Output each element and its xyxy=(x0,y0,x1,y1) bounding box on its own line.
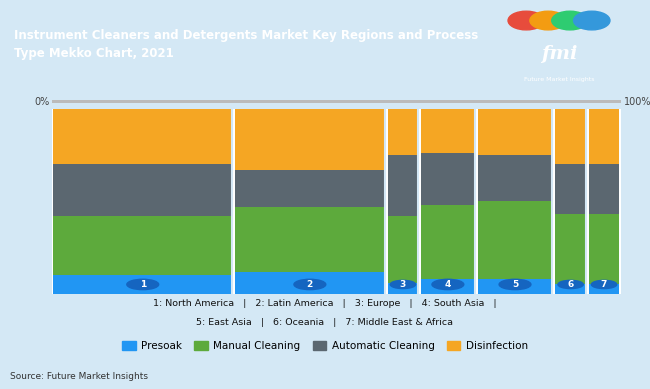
Bar xyxy=(235,207,385,272)
Bar xyxy=(235,170,385,207)
Bar xyxy=(589,165,619,214)
Bar xyxy=(387,109,418,155)
Bar xyxy=(53,216,232,275)
Circle shape xyxy=(432,279,464,290)
Bar xyxy=(555,284,586,294)
Bar xyxy=(421,109,474,153)
Text: 7: 7 xyxy=(601,280,607,289)
Circle shape xyxy=(573,11,610,30)
Circle shape xyxy=(127,279,159,290)
Bar xyxy=(53,275,232,294)
Text: 3: 3 xyxy=(400,280,406,289)
Bar xyxy=(52,100,621,103)
Legend: Presoak, Manual Cleaning, Automatic Cleaning, Disinfection: Presoak, Manual Cleaning, Automatic Clea… xyxy=(118,337,532,356)
Bar xyxy=(53,109,232,165)
Circle shape xyxy=(530,11,566,30)
Bar xyxy=(387,282,418,294)
Bar xyxy=(421,205,474,279)
Circle shape xyxy=(499,279,531,290)
Circle shape xyxy=(294,279,326,290)
Bar xyxy=(478,279,552,294)
Bar xyxy=(421,279,474,294)
Bar xyxy=(478,109,552,155)
Bar xyxy=(478,155,552,202)
Circle shape xyxy=(558,280,583,289)
Bar xyxy=(589,214,619,284)
Text: 1: 1 xyxy=(140,280,146,289)
Text: 4: 4 xyxy=(445,280,451,289)
Text: 100%: 100% xyxy=(623,96,650,107)
Text: 1: North America   |   2: Latin America   |   3: Europe   |   4: South Asia   |: 1: North America | 2: Latin America | 3:… xyxy=(153,300,497,308)
Bar xyxy=(235,109,385,170)
Text: Instrument Cleaners and Detergents Market Key Regions and Process
Type Mekko Cha: Instrument Cleaners and Detergents Marke… xyxy=(14,29,478,60)
Circle shape xyxy=(508,11,545,30)
Text: 5: East Asia   |   6: Oceania   |   7: Middle East & Africa: 5: East Asia | 6: Oceania | 7: Middle Ea… xyxy=(196,317,454,327)
Text: 5: 5 xyxy=(512,280,518,289)
Text: 2: 2 xyxy=(307,280,313,289)
Bar xyxy=(589,284,619,294)
Text: Source: Future Market Insights: Source: Future Market Insights xyxy=(10,372,148,381)
Bar xyxy=(589,109,619,165)
Bar xyxy=(387,216,418,282)
Circle shape xyxy=(552,11,588,30)
Text: 0%: 0% xyxy=(34,96,49,107)
Circle shape xyxy=(390,280,415,289)
Bar xyxy=(555,165,586,214)
Bar xyxy=(53,165,232,216)
Circle shape xyxy=(592,280,617,289)
Bar xyxy=(387,155,418,216)
Bar xyxy=(478,202,552,279)
Bar xyxy=(421,153,474,205)
Text: Future Market Insights: Future Market Insights xyxy=(524,77,594,82)
Bar xyxy=(235,272,385,294)
Text: 6: 6 xyxy=(567,280,574,289)
Bar xyxy=(555,214,586,284)
Text: fmi: fmi xyxy=(541,45,577,63)
Bar xyxy=(555,109,586,165)
